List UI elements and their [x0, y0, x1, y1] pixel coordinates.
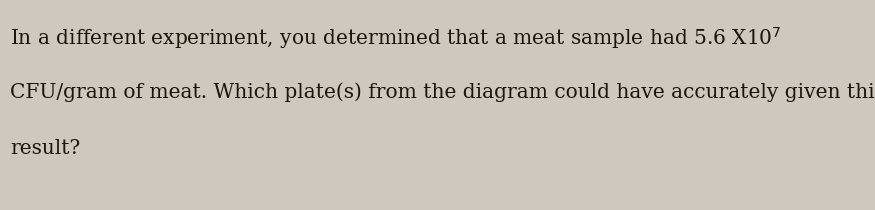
Text: CFU/gram of meat. Which plate(s) from the diagram could have accurately given th: CFU/gram of meat. Which plate(s) from th…	[10, 82, 875, 102]
Text: result?: result?	[10, 139, 80, 158]
Text: In a different experiment, you determined that a meat sample had 5.6 X10$^{7}$: In a different experiment, you determine…	[10, 25, 782, 51]
